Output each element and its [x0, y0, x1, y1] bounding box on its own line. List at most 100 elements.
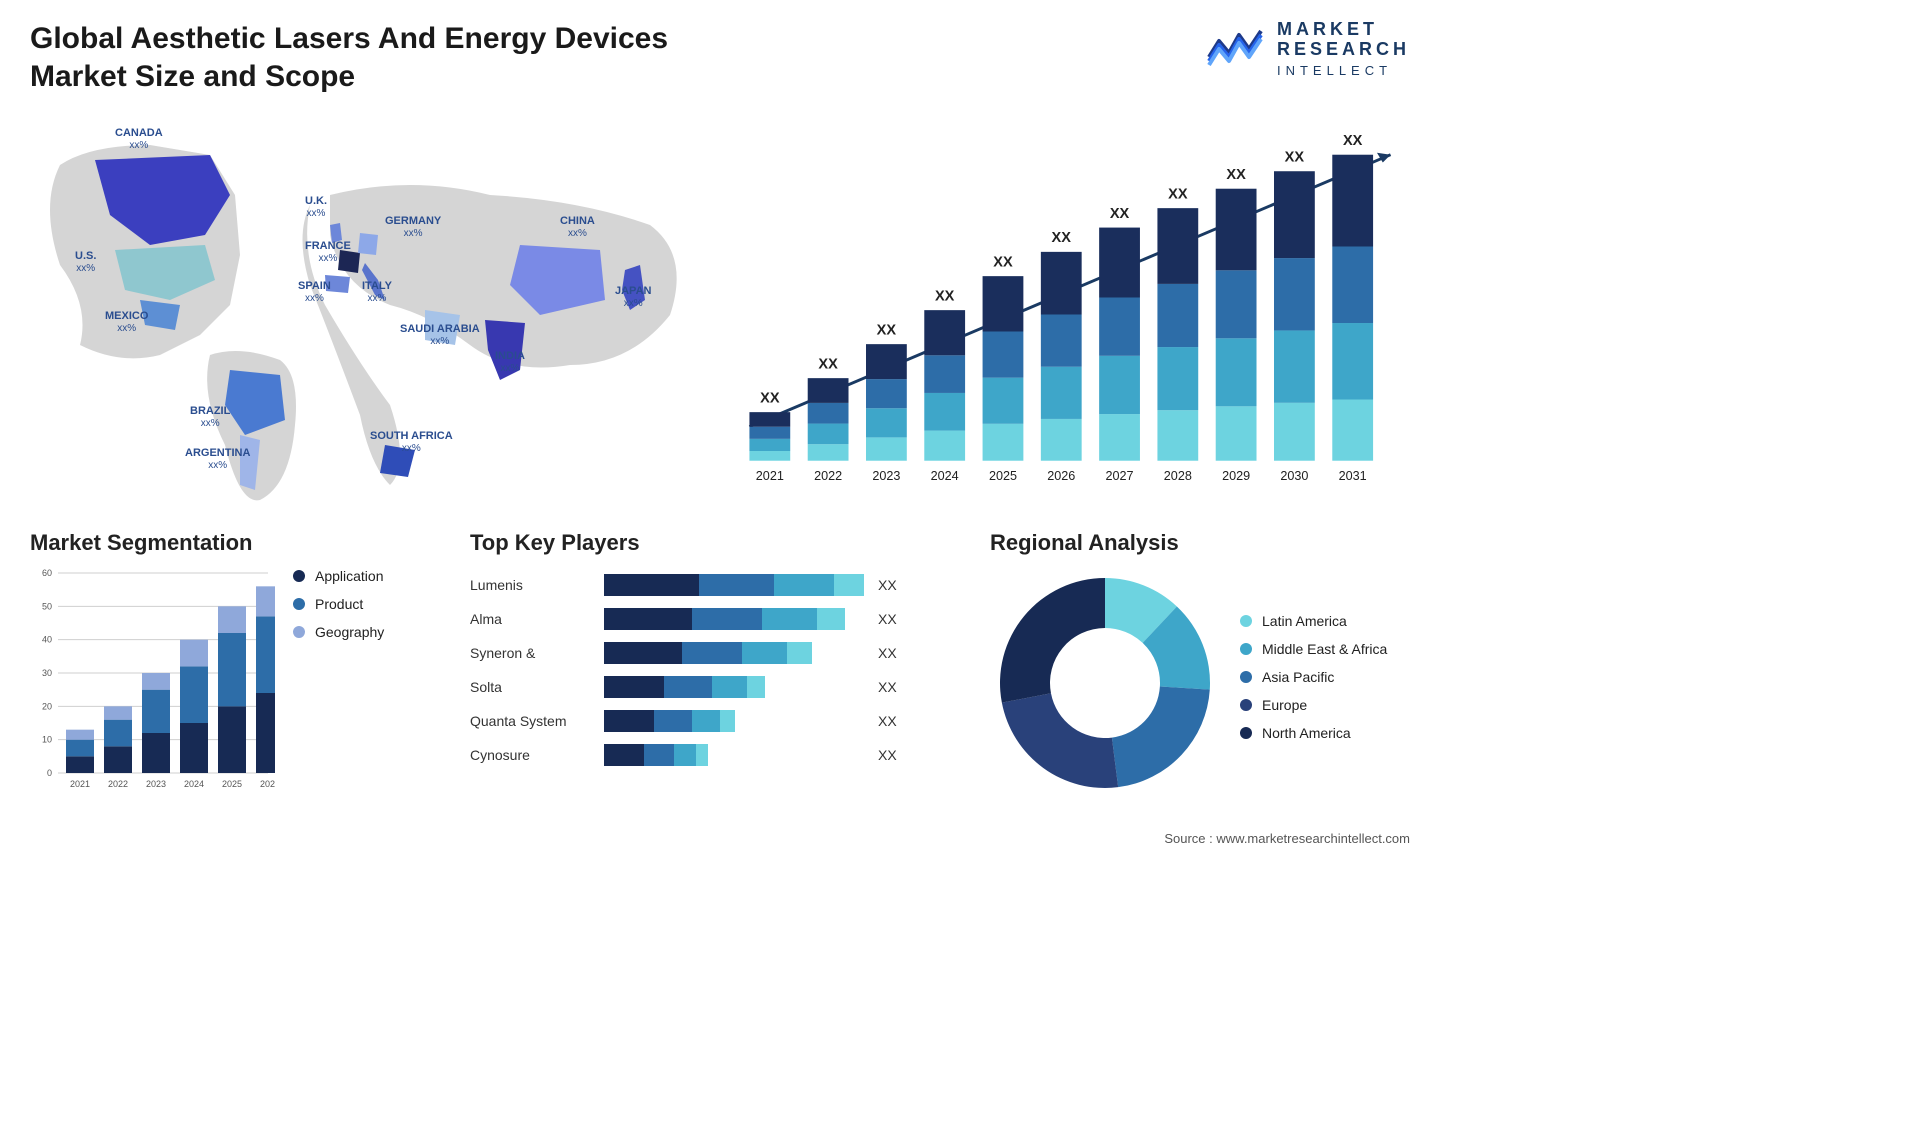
- svg-text:2028: 2028: [1164, 469, 1192, 483]
- svg-text:XX: XX: [935, 288, 955, 304]
- seg-legend-product: Product: [293, 596, 384, 612]
- svg-text:2026: 2026: [260, 779, 275, 789]
- svg-text:2021: 2021: [70, 779, 90, 789]
- world-map: CANADAxx% U.S.xx% MEXICOxx% BRAZILxx% ARGENT…: [30, 105, 700, 505]
- player-value: XX: [878, 738, 918, 772]
- svg-text:2027: 2027: [1106, 469, 1134, 483]
- svg-text:2022: 2022: [108, 779, 128, 789]
- map-label-u-k-: U.K.xx%: [305, 195, 327, 219]
- players-bars: [604, 568, 864, 772]
- svg-text:2031: 2031: [1339, 469, 1367, 483]
- map-label-spain: SPAINxx%: [298, 280, 331, 304]
- player-bar: [604, 608, 845, 630]
- map-label-india: INDIAxx%: [495, 350, 525, 374]
- svg-text:10: 10: [42, 735, 52, 745]
- map-label-brazil: BRAZILxx%: [190, 405, 230, 429]
- region-legend-asia-pacific: Asia Pacific: [1240, 669, 1387, 685]
- player-value: XX: [878, 568, 918, 602]
- source-attribution: Source : www.marketresearchintellect.com: [1164, 831, 1410, 846]
- seg-legend-geography: Geography: [293, 624, 384, 640]
- svg-text:XX: XX: [1343, 133, 1363, 149]
- svg-text:30: 30: [42, 668, 52, 678]
- svg-text:XX: XX: [1110, 206, 1130, 222]
- segmentation-chart: 0 10 20 30 40 50 60 2021 2022 2023 2024 2025 2026: [30, 568, 275, 798]
- svg-text:2029: 2029: [1222, 469, 1250, 483]
- player-bar: [604, 710, 735, 732]
- svg-text:2023: 2023: [146, 779, 166, 789]
- map-label-saudi-arabia: SAUDI ARABIAxx%: [400, 323, 480, 347]
- player-label: Cynosure: [470, 738, 590, 772]
- svg-text:XX: XX: [1052, 230, 1072, 246]
- svg-text:XX: XX: [818, 356, 838, 372]
- svg-text:2025: 2025: [989, 469, 1017, 483]
- map-svg: [30, 105, 700, 505]
- map-label-argentina: ARGENTINAxx%: [185, 447, 250, 471]
- player-label: Alma: [470, 602, 590, 636]
- player-label: Solta: [470, 670, 590, 704]
- player-bar: [604, 642, 812, 664]
- svg-text:2022: 2022: [814, 469, 842, 483]
- region-legend-north-america: North America: [1240, 725, 1387, 741]
- segmentation-legend: Application Product Geography: [293, 568, 384, 798]
- svg-text:XX: XX: [760, 390, 780, 406]
- svg-text:2030: 2030: [1280, 469, 1308, 483]
- svg-text:60: 60: [42, 568, 52, 578]
- logo-line3: INTELLECT: [1277, 63, 1392, 78]
- header: Global Aesthetic Lasers And Energy Devic…: [30, 20, 1410, 95]
- svg-text:20: 20: [42, 701, 52, 711]
- brand-logo: MARKET RESEARCH INTELLECT: [1207, 20, 1410, 79]
- map-label-canada: CANADAxx%: [115, 127, 163, 151]
- svg-text:50: 50: [42, 601, 52, 611]
- regional-legend: Latin America Middle East & Africa Asia Pa…: [1240, 613, 1387, 753]
- regional-donut: [990, 568, 1220, 798]
- players-values: XXXXXXXXXXXX: [878, 568, 918, 772]
- region-legend-latin-america: Latin America: [1240, 613, 1387, 629]
- logo-line2: RESEARCH: [1277, 39, 1410, 59]
- players-labels: LumenisAlmaSyneron &SoltaQuanta SystemCy…: [470, 568, 590, 772]
- svg-text:XX: XX: [1168, 186, 1188, 202]
- key-players-panel: Top Key Players LumenisAlmaSyneron &Solt…: [470, 530, 960, 798]
- player-value: XX: [878, 602, 918, 636]
- seg-legend-application: Application: [293, 568, 384, 584]
- player-value: XX: [878, 670, 918, 704]
- player-label: Lumenis: [470, 568, 590, 602]
- player-label: Quanta System: [470, 704, 590, 738]
- svg-text:2025: 2025: [222, 779, 242, 789]
- svg-text:2021: 2021: [756, 469, 784, 483]
- regional-title: Regional Analysis: [990, 530, 1410, 556]
- svg-text:XX: XX: [993, 254, 1013, 270]
- svg-text:XX: XX: [877, 322, 897, 338]
- player-bar: [604, 574, 864, 596]
- player-bar: [604, 744, 708, 766]
- svg-text:2023: 2023: [872, 469, 900, 483]
- svg-text:2024: 2024: [931, 469, 959, 483]
- player-bar: [604, 676, 765, 698]
- region-legend-middle-east-africa: Middle East & Africa: [1240, 641, 1387, 657]
- map-label-china: CHINAxx%: [560, 215, 595, 239]
- svg-text:40: 40: [42, 635, 52, 645]
- growth-bar-chart: XX 2021 XX 2022 XX 2023 XX 2024 XX 2025 XX 2026 XX 20…: [730, 125, 1410, 505]
- player-value: XX: [878, 704, 918, 738]
- players-title: Top Key Players: [470, 530, 960, 556]
- segmentation-panel: Market Segmentation 0 10 20 30 40 50 60 2021 202…: [30, 530, 440, 798]
- map-label-south-africa: SOUTH AFRICAxx%: [370, 430, 453, 454]
- player-label: Syneron &: [470, 636, 590, 670]
- page-title: Global Aesthetic Lasers And Energy Devic…: [30, 20, 730, 95]
- map-label-u-s-: U.S.xx%: [75, 250, 96, 274]
- logo-wave-icon: [1207, 27, 1265, 72]
- svg-text:2026: 2026: [1047, 469, 1075, 483]
- svg-text:XX: XX: [1285, 150, 1305, 166]
- region-legend-europe: Europe: [1240, 697, 1387, 713]
- map-label-italy: ITALYxx%: [362, 280, 392, 304]
- map-label-mexico: MEXICOxx%: [105, 310, 148, 334]
- map-label-germany: GERMANYxx%: [385, 215, 441, 239]
- map-label-france: FRANCExx%: [305, 240, 351, 264]
- segmentation-title: Market Segmentation: [30, 530, 440, 556]
- regional-panel: Regional Analysis Latin America Middle Ea…: [990, 530, 1410, 798]
- svg-text:XX: XX: [1226, 167, 1246, 183]
- svg-text:0: 0: [47, 768, 52, 778]
- logo-line1: MARKET: [1277, 19, 1378, 39]
- player-value: XX: [878, 636, 918, 670]
- map-label-japan: JAPANxx%: [615, 285, 651, 309]
- svg-text:2024: 2024: [184, 779, 204, 789]
